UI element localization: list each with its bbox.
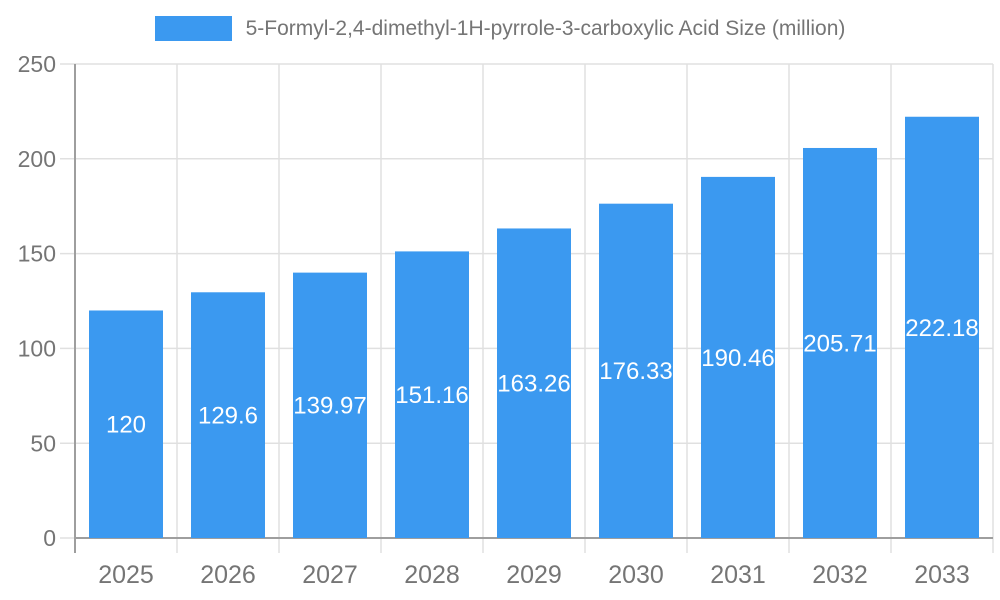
bar-2027[interactable]: [293, 272, 367, 538]
x-axis-tick-label: 2029: [506, 561, 562, 589]
bar-2033[interactable]: [905, 116, 979, 539]
legend[interactable]: 5-Formyl-2,4-dimethyl-1H-pyrrole-3-carbo…: [0, 16, 1000, 41]
bar-value-label: 139.97: [293, 393, 366, 420]
x-axis-tick-label: 2028: [404, 561, 460, 589]
bar-value-label: 222.18: [905, 315, 978, 342]
y-axis-tick-label: 100: [18, 335, 56, 361]
bar-2026[interactable]: [191, 292, 265, 538]
bar-2030[interactable]: [599, 203, 673, 538]
bar-2032[interactable]: [803, 147, 877, 538]
x-axis-tick-label: 2027: [302, 561, 358, 589]
x-axis-tick-label: 2026: [200, 561, 256, 589]
x-axis-tick-label: 2032: [812, 561, 868, 589]
x-axis-tick-label: 2033: [914, 561, 970, 589]
bar-value-label: 190.46: [701, 345, 774, 372]
y-axis-tick-label: 150: [18, 241, 56, 267]
bar-2025[interactable]: [89, 310, 163, 538]
legend-series-label: 5-Formyl-2,4-dimethyl-1H-pyrrole-3-carbo…: [245, 16, 846, 40]
y-axis-tick-label: 0: [43, 525, 56, 551]
legend-swatch: [154, 16, 232, 41]
bar-value-label: 176.33: [599, 358, 672, 385]
bar-value-label: 151.16: [395, 382, 468, 409]
x-axis-tick-label: 2030: [608, 561, 664, 589]
bar-value-label: 205.71: [803, 330, 876, 357]
bar-2028[interactable]: [395, 251, 469, 538]
bar-2029[interactable]: [497, 228, 571, 538]
bar-value-label: 120: [106, 412, 146, 439]
y-axis-tick-label: 50: [30, 430, 56, 456]
x-axis-tick-label: 2025: [98, 561, 154, 589]
bar-2031[interactable]: [701, 176, 775, 539]
x-axis-tick-label: 2031: [710, 561, 766, 589]
y-axis-tick-label: 250: [18, 51, 56, 77]
bar-value-label: 129.6: [198, 403, 258, 430]
y-axis-tick-label: 200: [18, 146, 56, 172]
bar-value-label: 163.26: [497, 371, 570, 398]
